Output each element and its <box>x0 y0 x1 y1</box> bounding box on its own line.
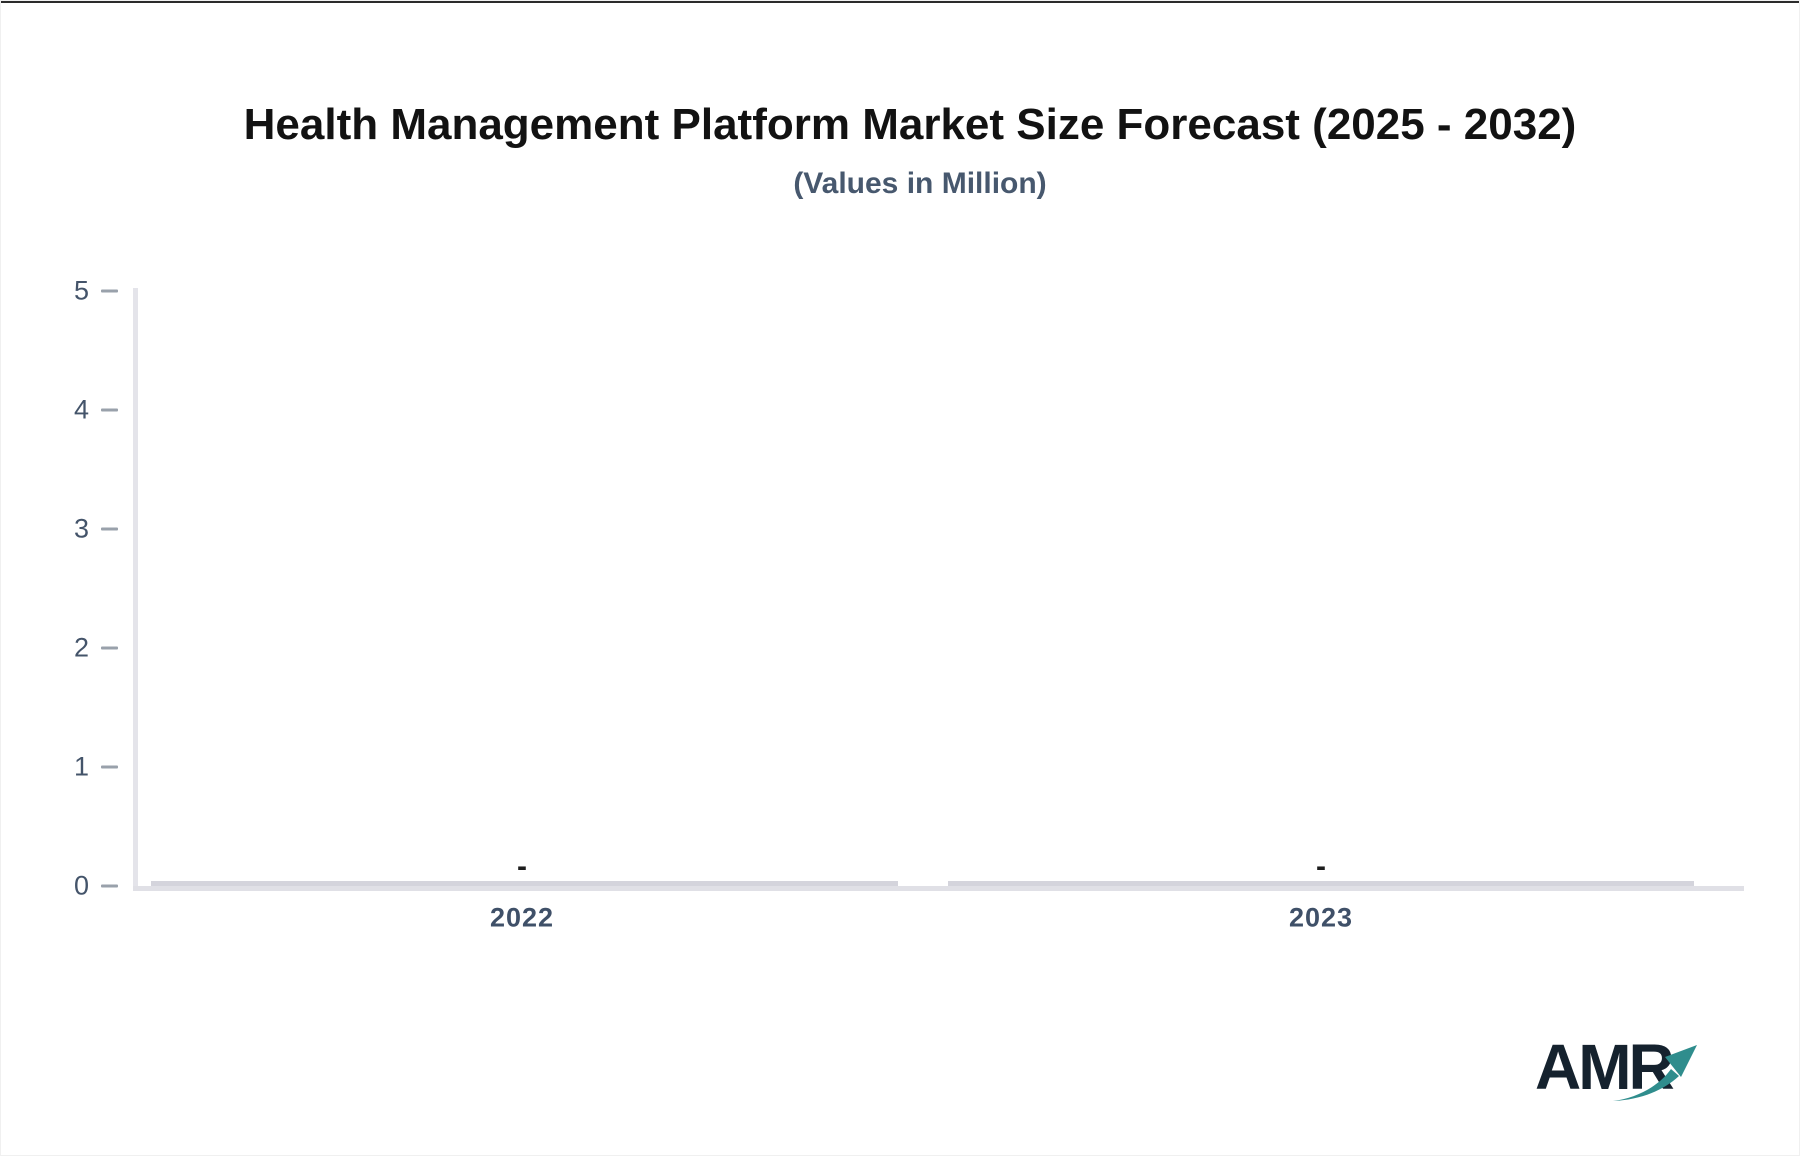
chart-title: Health Management Platform Market Size F… <box>243 100 1577 149</box>
chart-subtitle: (Values in Million) <box>793 167 1047 200</box>
y-tick-label-4: 4 <box>73 394 89 425</box>
y-tick-label-1: 1 <box>73 751 89 782</box>
y-tick-mark <box>101 527 118 531</box>
x-tick-label-2022: 2022 <box>489 902 555 933</box>
y-tick-label-2: 2 <box>73 632 89 663</box>
bar-2023 <box>948 881 1694 886</box>
y-tick-label-5: 5 <box>73 275 89 306</box>
amr-logo: AMR <box>1533 1031 1713 1111</box>
y-tick-mark <box>101 884 118 888</box>
trend-up-arrow-icon <box>1609 1039 1701 1107</box>
bar-2022 <box>151 881 898 886</box>
y-tick-label-3: 3 <box>73 513 89 544</box>
y-tick-mark <box>101 765 118 769</box>
y-tick-mark <box>101 408 118 412</box>
bar-data-label-2022: - <box>517 850 527 883</box>
y-axis-line <box>133 288 138 891</box>
bar-data-label-2023: - <box>1316 850 1326 883</box>
y-tick-mark <box>101 646 118 650</box>
top-border-line <box>1 1 1799 3</box>
y-tick-label-0: 0 <box>73 870 89 901</box>
x-axis-line <box>133 886 1744 891</box>
y-tick-mark <box>101 289 118 293</box>
x-tick-label-2023: 2023 <box>1288 902 1354 933</box>
